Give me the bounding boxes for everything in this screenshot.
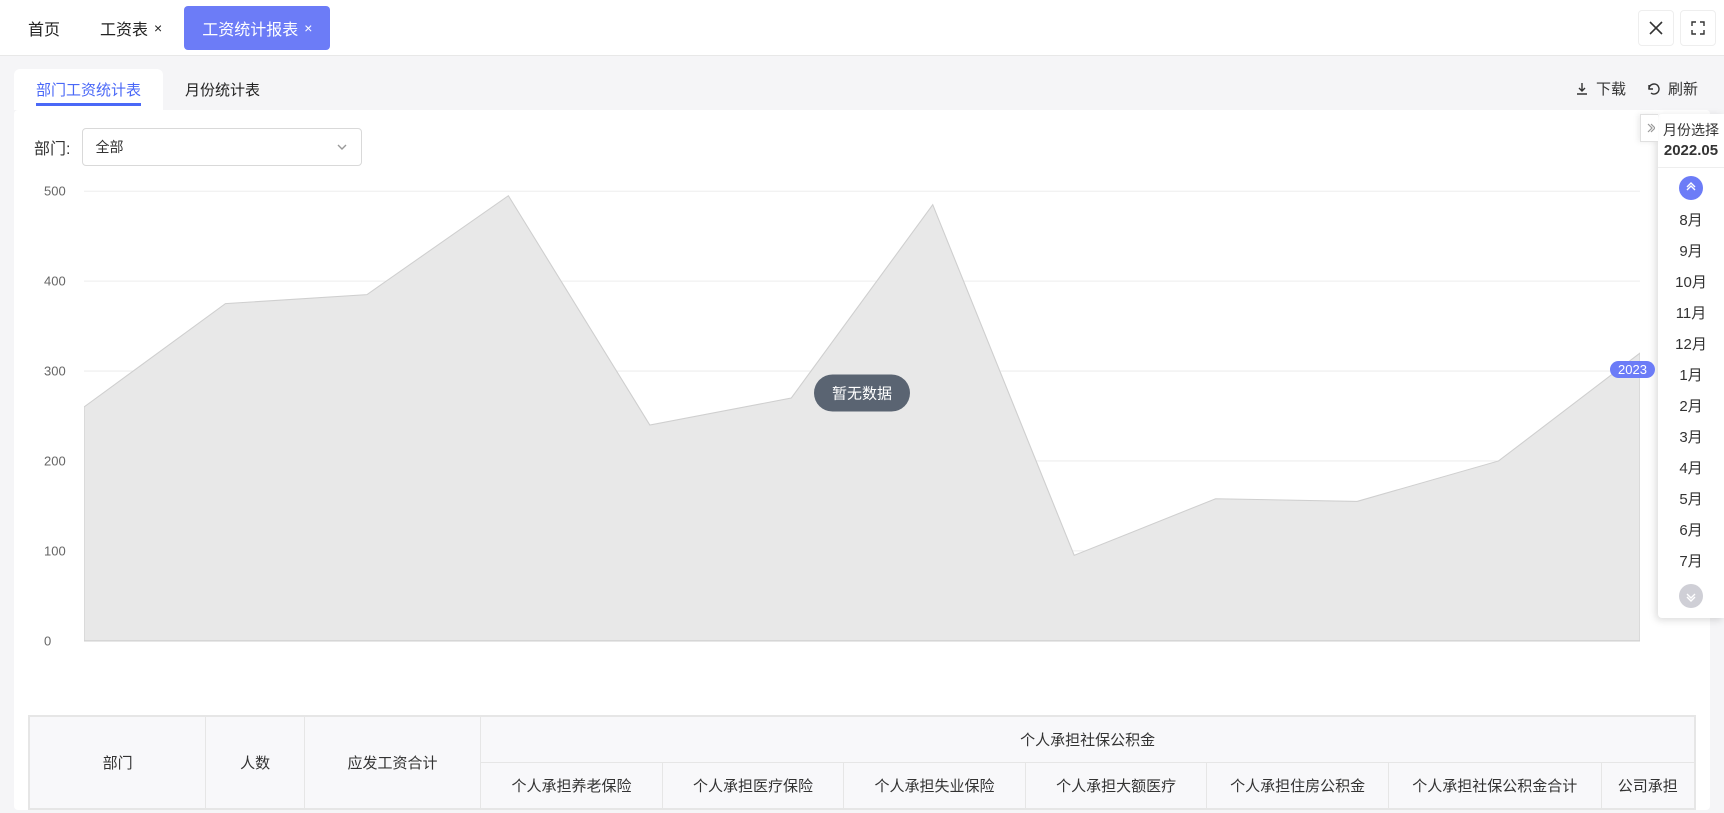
fullscreen-button[interactable] bbox=[1680, 10, 1716, 46]
month-item-11[interactable]: 7月 bbox=[1658, 545, 1724, 576]
month-item-9[interactable]: 5月 bbox=[1658, 483, 1724, 514]
month-panel-title: 月份选择 bbox=[1658, 114, 1724, 142]
main-panel: 部门: 全部 0100200300400500 暂无数据 部门 人数 bbox=[14, 110, 1710, 810]
top-tab-label: 工资表 bbox=[100, 16, 148, 40]
chart: 0100200300400500 暂无数据 bbox=[84, 186, 1640, 646]
y-tick-label: 400 bbox=[44, 274, 66, 289]
download-button[interactable]: 下载 bbox=[1574, 78, 1626, 99]
th-sub-5: 个人承担社保公积金合计 bbox=[1388, 763, 1601, 809]
chart-svg bbox=[84, 186, 1640, 646]
y-tick-label: 500 bbox=[44, 184, 66, 199]
y-tick-label: 100 bbox=[44, 543, 66, 558]
th-sub-6: 公司承担 bbox=[1601, 763, 1694, 809]
month-selected-value: 2022.05 bbox=[1658, 142, 1724, 168]
th-sub-0: 个人承担养老保险 bbox=[481, 763, 663, 809]
month-item-5[interactable]: 1月2023 bbox=[1658, 359, 1724, 390]
month-item-10[interactable]: 6月 bbox=[1658, 514, 1724, 545]
toolbar-right: 下载 刷新 bbox=[1574, 78, 1698, 99]
th-total: 应发工资合计 bbox=[304, 717, 480, 809]
th-count: 人数 bbox=[206, 717, 305, 809]
collapse-month-panel-button[interactable] bbox=[1640, 114, 1658, 142]
sub-tab-bar: 部门工资统计表月份统计表 下载 刷新 bbox=[14, 68, 1710, 110]
chevron-down-icon bbox=[335, 140, 349, 154]
month-item-0[interactable]: 8月 bbox=[1658, 204, 1724, 235]
y-tick-label: 300 bbox=[44, 364, 66, 379]
sub-tab-0[interactable]: 部门工资统计表 bbox=[14, 69, 163, 110]
th-sub-3: 个人承担大额医疗 bbox=[1025, 763, 1207, 809]
th-sub-4: 个人承担住房公积金 bbox=[1207, 763, 1389, 809]
close-all-button[interactable] bbox=[1638, 10, 1674, 46]
month-item-7[interactable]: 3月 bbox=[1658, 421, 1724, 452]
month-scroll-down-button[interactable] bbox=[1679, 584, 1703, 608]
no-data-bubble: 暂无数据 bbox=[814, 375, 910, 412]
month-item-3[interactable]: 11月 bbox=[1658, 297, 1724, 328]
year-pill: 2023 bbox=[1610, 361, 1655, 378]
top-tab-label: 工资统计报表 bbox=[202, 16, 298, 40]
table-header: 部门 人数 应发工资合计 个人承担社保公积金 个人承担养老保险个人承担医疗保险个… bbox=[28, 715, 1696, 810]
month-item-1[interactable]: 9月 bbox=[1658, 235, 1724, 266]
top-tab-2[interactable]: 工资统计报表 × bbox=[184, 6, 330, 50]
top-tab-1[interactable]: 工资表 × bbox=[82, 6, 180, 50]
month-scroll-up-button[interactable] bbox=[1679, 176, 1703, 200]
department-select-value: 全部 bbox=[95, 137, 123, 157]
month-item-8[interactable]: 4月 bbox=[1658, 452, 1724, 483]
filter-row: 部门: 全部 bbox=[34, 128, 1690, 166]
top-tabs-container: 首页 工资表 × 工资统计报表 × bbox=[10, 6, 330, 50]
th-group: 个人承担社保公积金 bbox=[481, 717, 1695, 763]
tab-close-icon[interactable]: × bbox=[304, 20, 312, 36]
sub-tabs-container: 部门工资统计表月份统计表 bbox=[14, 69, 282, 110]
top-tab-0[interactable]: 首页 bbox=[10, 6, 78, 50]
table: 部门 人数 应发工资合计 个人承担社保公积金 个人承担养老保险个人承担医疗保险个… bbox=[29, 716, 1695, 809]
content-area: 部门工资统计表月份统计表 下载 刷新 部门: 全部 01002003004005… bbox=[0, 56, 1724, 813]
download-label: 下载 bbox=[1596, 78, 1626, 99]
top-tab-label: 首页 bbox=[28, 16, 60, 40]
month-item-6[interactable]: 2月 bbox=[1658, 390, 1724, 421]
month-list: 8月9月10月11月12月1月20232月3月4月5月6月7月 bbox=[1658, 204, 1724, 576]
top-tab-bar: 首页 工资表 × 工资统计报表 × bbox=[0, 0, 1724, 56]
refresh-button[interactable]: 刷新 bbox=[1646, 78, 1698, 99]
tab-close-icon[interactable]: × bbox=[154, 20, 162, 36]
th-sub-2: 个人承担失业保险 bbox=[844, 763, 1026, 809]
th-sub-1: 个人承担医疗保险 bbox=[662, 763, 844, 809]
top-right-icons bbox=[1638, 10, 1716, 46]
refresh-label: 刷新 bbox=[1668, 78, 1698, 99]
month-item-4[interactable]: 12月 bbox=[1658, 328, 1724, 359]
department-filter-label: 部门: bbox=[34, 135, 70, 159]
month-selector-panel: 月份选择 2022.05 8月9月10月11月12月1月20232月3月4月5月… bbox=[1658, 114, 1724, 618]
y-tick-label: 0 bbox=[44, 633, 51, 648]
sub-tab-1[interactable]: 月份统计表 bbox=[163, 69, 282, 110]
th-department: 部门 bbox=[30, 717, 206, 809]
y-tick-label: 200 bbox=[44, 453, 66, 468]
department-select[interactable]: 全部 bbox=[82, 128, 362, 166]
month-item-2[interactable]: 10月 bbox=[1658, 266, 1724, 297]
